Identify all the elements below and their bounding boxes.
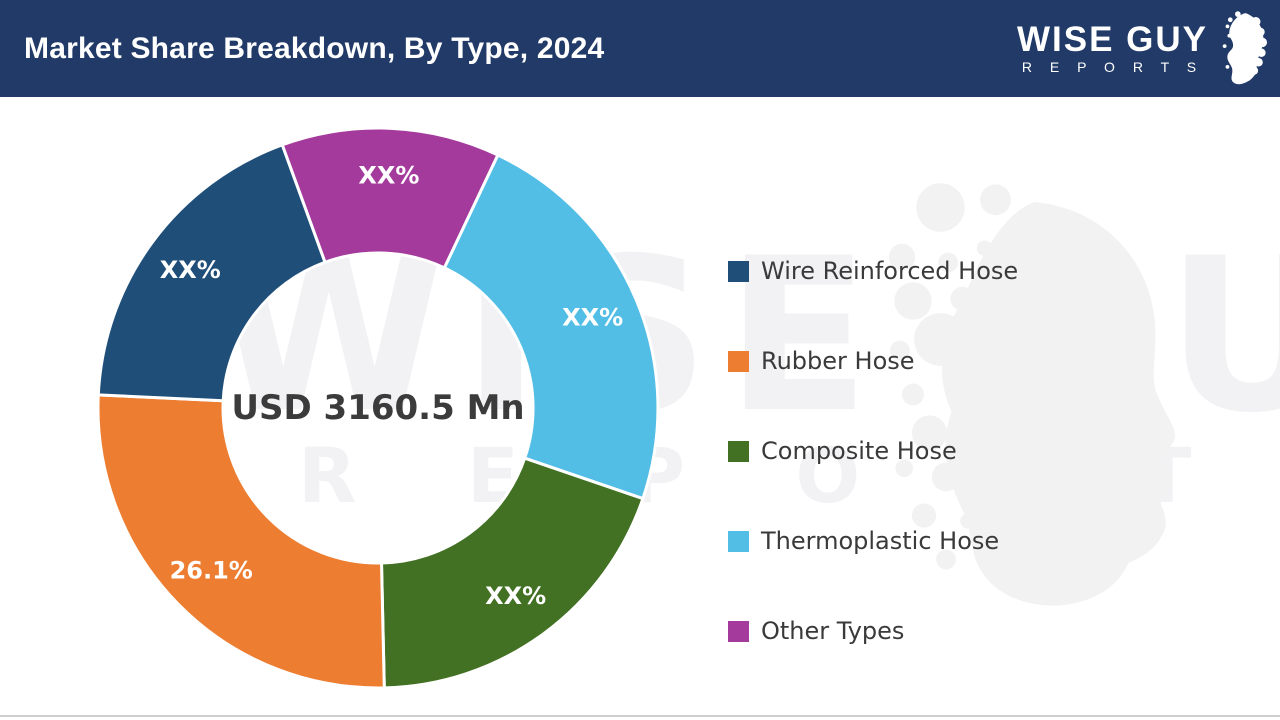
legend-item-other-types: Other Types: [728, 617, 1018, 645]
legend-item-rubber-hose: Rubber Hose: [728, 347, 1018, 375]
chart-center-value: USD 3160.5 Mn: [231, 388, 525, 428]
slice-wire-reinforced-hose: [96, 143, 327, 403]
slice-thermoplastic-hose: [442, 153, 660, 501]
donut-chart: XX% XX% XX% 26.1% XX%: [96, 126, 660, 690]
slice-composite-hose: [380, 456, 645, 690]
header-bar: Market Share Breakdown, By Type, 2024 WI…: [0, 0, 1280, 97]
legend-swatch-composite-hose: [728, 440, 749, 462]
legend-item-wire-reinforced-hose: Wire Reinforced Hose: [728, 257, 1018, 285]
legend-item-composite-hose: Composite Hose: [728, 437, 1018, 465]
legend-label: Composite Hose: [761, 437, 957, 465]
slice-label-wire-reinforced-hose: XX%: [160, 256, 221, 284]
wise-guy-reports-logo: WISE GUY R E P O R T S: [1017, 7, 1268, 91]
logo-wordmark: WISE GUY: [1016, 19, 1208, 59]
legend-swatch-wire-reinforced-hose: [728, 260, 749, 282]
slice-label-other-types: XX%: [358, 161, 419, 189]
chart-legend: Wire Reinforced Hose Rubber Hose Composite…: [728, 257, 1018, 707]
slice-label-composite-hose: XX%: [485, 582, 546, 610]
slice-label-thermoplastic-hose: XX%: [562, 303, 623, 331]
slice-label-rubber-hose: 26.1%: [170, 557, 253, 585]
footer-divider: [0, 715, 1280, 717]
page-title: Market Share Breakdown, By Type, 2024: [24, 31, 605, 65]
legend-label: Other Types: [761, 617, 905, 645]
legend-swatch-thermoplastic-hose: [728, 530, 749, 552]
logo-subtitle: R E P O R T S: [1021, 59, 1204, 76]
legend-swatch-rubber-hose: [728, 350, 749, 372]
legend-label: Wire Reinforced Hose: [761, 257, 1019, 285]
slice-rubber-hose: [96, 393, 386, 690]
legend-label: Rubber Hose: [761, 347, 915, 375]
logo-face-dots-icon: [1222, 10, 1268, 84]
legend-swatch-other-types: [728, 620, 749, 642]
legend-item-thermoplastic-hose: Thermoplastic Hose: [728, 527, 1018, 555]
legend-label: Thermoplastic Hose: [761, 527, 1000, 555]
logo-text: WISE GUY R E P O R T S: [1016, 19, 1208, 76]
